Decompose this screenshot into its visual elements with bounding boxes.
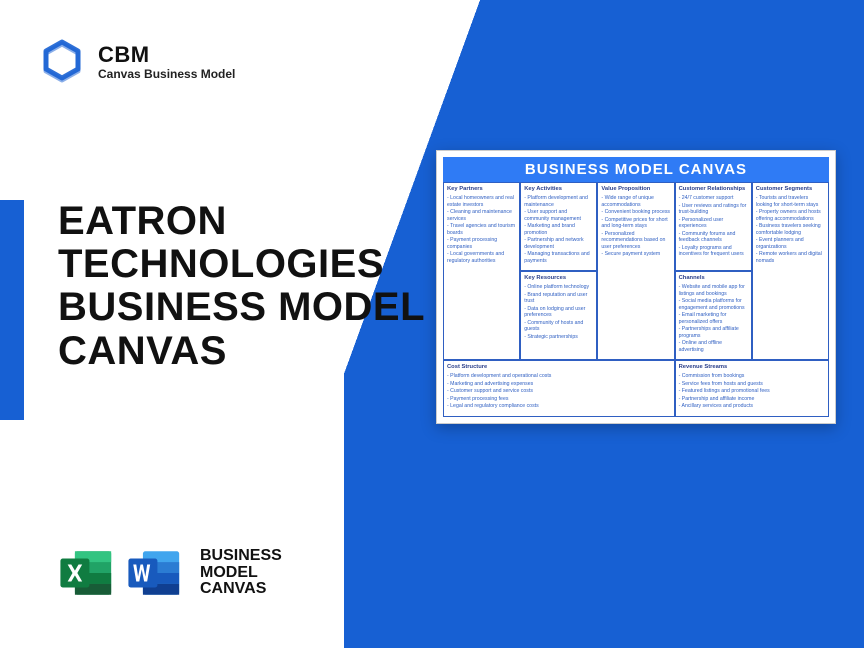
list-item: Remote workers and digital nomads: [756, 251, 825, 264]
block-key-activities: Key Activities Platform development and …: [520, 182, 597, 271]
block-header: Revenue Streams: [679, 364, 825, 370]
block-items: Website and mobile app for listings and …: [679, 284, 748, 353]
word-icon: [126, 544, 184, 602]
block-header: Customer Segments: [756, 186, 825, 192]
list-item: Ancillary services and products: [679, 403, 825, 410]
block-header: Cost Structure: [447, 364, 671, 370]
block-key-resources: Key Resources Online platform technology…: [520, 271, 597, 360]
list-item: Managing transactions and payments: [524, 251, 593, 264]
list-item: Customer support and service costs: [447, 388, 671, 395]
list-item: Personalized recommendations based on us…: [601, 231, 670, 251]
footer-line: MODEL: [200, 565, 282, 582]
accent-bar: [0, 200, 24, 420]
list-item: Community of hosts and guests: [524, 320, 593, 333]
list-item: Tourists and travelers looking for short…: [756, 195, 825, 208]
block-revenue-streams: Revenue Streams Commission from bookings…: [675, 360, 829, 417]
list-item: Commission from bookings: [679, 373, 825, 380]
list-item: Payment processing fees: [447, 396, 671, 403]
list-item: Travel agencies and tourism boards: [447, 223, 516, 236]
block-customer-relationships: Customer Relationships 24/7 customer sup…: [675, 182, 752, 271]
list-item: Legal and regulatory compliance costs: [447, 403, 671, 410]
list-item: Business travelers seeking comfortable l…: [756, 223, 825, 236]
list-item: Secure payment system: [601, 251, 670, 258]
block-customer-segments: Customer Segments Tourists and travelers…: [752, 182, 829, 360]
block-header: Key Activities: [524, 186, 593, 192]
block-header: Key Partners: [447, 186, 516, 192]
list-item: Event planners and organizations: [756, 237, 825, 250]
list-item: Platform development and maintenance: [524, 195, 593, 208]
list-item: Wide range of unique accommodations: [601, 195, 670, 208]
list-item: Loyalty programs and incentives for freq…: [679, 245, 748, 258]
list-item: Online and offline advertising: [679, 340, 748, 353]
title-line: BUSINESS MODEL: [58, 286, 425, 329]
list-item: Featured listings and promotional fees: [679, 388, 825, 395]
list-item: User reviews and ratings for trust-build…: [679, 203, 748, 216]
list-item: Competitive prices for short and long-te…: [601, 217, 670, 230]
list-item: Community forums and feedback channels: [679, 231, 748, 244]
block-header: Channels: [679, 275, 748, 281]
page-title: EATRON TECHNOLOGIES BUSINESS MODEL CANVA…: [58, 200, 425, 373]
block-channels: Channels Website and mobile app for list…: [675, 271, 752, 360]
block-header: Customer Relationships: [679, 186, 748, 192]
list-item: Platform development and operational cos…: [447, 373, 671, 380]
block-items: Online platform technologyBrand reputati…: [524, 284, 593, 340]
list-item: Marketing and advertising expenses: [447, 381, 671, 388]
list-item: Brand reputation and user trust: [524, 292, 593, 305]
list-item: Data on lodging and user preferences: [524, 306, 593, 319]
block-header: Value Proposition: [601, 186, 670, 192]
block-value-proposition: Value Proposition Wide range of unique a…: [597, 182, 674, 360]
block-header: Key Resources: [524, 275, 593, 281]
excel-icon: [58, 544, 116, 602]
list-item: Property owners and hosts offering accom…: [756, 209, 825, 222]
list-item: Marketing and brand promotion: [524, 223, 593, 236]
canvas-grid: Key Partners Local homeowners and real e…: [443, 182, 829, 417]
list-item: Local governments and regulatory authori…: [447, 251, 516, 264]
list-item: Service fees from hosts and guests: [679, 381, 825, 388]
title-line: TECHNOLOGIES: [58, 243, 425, 286]
title-line: CANVAS: [58, 330, 425, 373]
block-items: Local homeowners and real estate investo…: [447, 195, 516, 264]
cbm-logo-icon: [38, 38, 86, 86]
canvas-card: BUSINESS MODEL CANVAS Key Partners Local…: [436, 150, 836, 424]
block-items: 24/7 customer supportUser reviews and ra…: [679, 195, 748, 258]
list-item: Payment processing companies: [447, 237, 516, 250]
block-items: Platform development and maintenanceUser…: [524, 195, 593, 264]
footer-line: BUSINESS: [200, 548, 282, 565]
title-line: EATRON: [58, 200, 425, 243]
block-items: Wide range of unique accommodationsConve…: [601, 195, 670, 258]
block-items: Commission from bookingsService fees fro…: [679, 373, 825, 410]
list-item: Website and mobile app for listings and …: [679, 284, 748, 297]
list-item: Local homeowners and real estate investo…: [447, 195, 516, 208]
list-item: Personalized user experiences: [679, 217, 748, 230]
list-item: Cleaning and maintenance services: [447, 209, 516, 222]
list-item: Online platform technology: [524, 284, 593, 291]
footer-icons: BUSINESS MODEL CANVAS: [58, 544, 282, 602]
block-items: Tourists and travelers looking for short…: [756, 195, 825, 264]
list-item: Partnership and affiliate income: [679, 396, 825, 403]
list-item: Email marketing for personalized offers: [679, 312, 748, 325]
footer-line: CANVAS: [200, 581, 282, 598]
list-item: Partnerships and affiliate programs: [679, 326, 748, 339]
block-items: Platform development and operational cos…: [447, 373, 671, 410]
block-cost-structure: Cost Structure Platform development and …: [443, 360, 675, 417]
canvas-title: BUSINESS MODEL CANVAS: [443, 157, 829, 182]
brand-header: CBM Canvas Business Model: [38, 38, 235, 86]
list-item: Strategic partnerships: [524, 334, 593, 341]
list-item: Social media platforms for engagement an…: [679, 298, 748, 311]
block-key-partners: Key Partners Local homeowners and real e…: [443, 182, 520, 360]
footer-label: BUSINESS MODEL CANVAS: [200, 548, 282, 598]
list-item: 24/7 customer support: [679, 195, 748, 202]
list-item: Convenient booking process: [601, 209, 670, 216]
list-item: Partnership and network development: [524, 237, 593, 250]
list-item: User support and community management: [524, 209, 593, 222]
brand-title: CBM: [98, 43, 235, 67]
brand-subtitle: Canvas Business Model: [98, 68, 235, 81]
